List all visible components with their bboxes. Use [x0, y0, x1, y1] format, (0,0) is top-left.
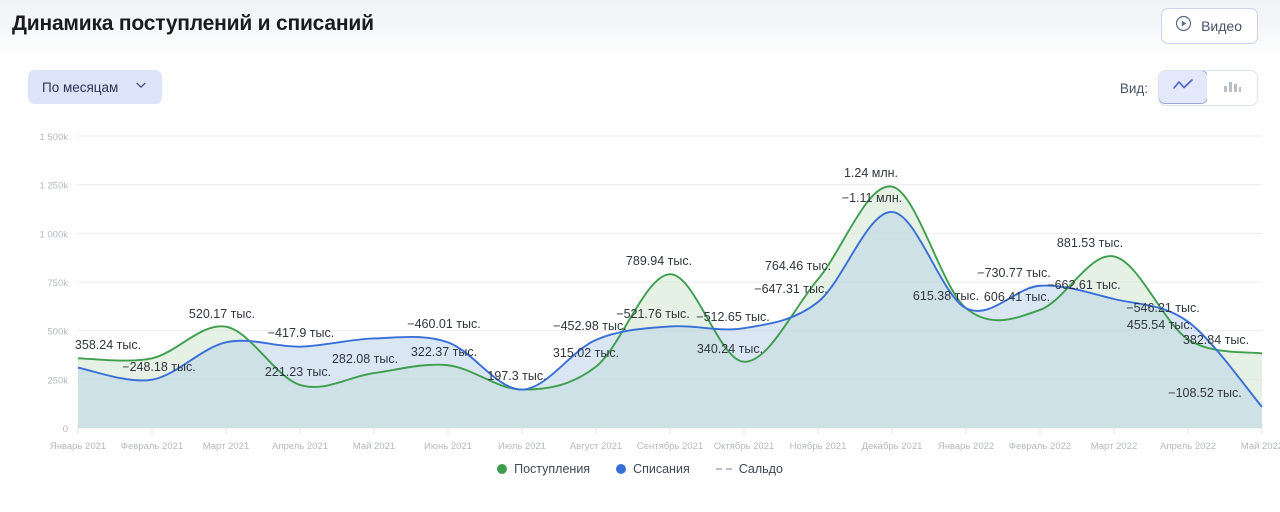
line-chart-icon [1172, 77, 1194, 98]
y-axis-tick-label: 750k [47, 278, 68, 289]
series-line-income [77, 185, 1263, 391]
legend-marker-saldo [715, 468, 732, 470]
data-point-label: 455.54 тыс. [1127, 318, 1193, 332]
view-switcher-label: Вид: [1119, 80, 1148, 96]
legend-label-income: Поступления [514, 462, 591, 476]
data-point-label: −417.9 тыс. [268, 326, 335, 340]
legend-marker-expense [616, 464, 627, 474]
legend-label-expense: Списания [633, 462, 690, 476]
view-segmented-control [1158, 70, 1258, 106]
data-point-label: −730.77 тыс. [977, 266, 1050, 280]
page-title: Динамика поступлений и списаний [12, 12, 374, 35]
data-point-label: −546.21 тыс. [1126, 301, 1199, 315]
data-point-label: 764.46 тыс. [765, 259, 831, 273]
y-axis-tick-label: 0 [63, 424, 68, 435]
chart: 0 250k 500k 750k 1 000k 1 250k 1 500k Январь 20… [0, 118, 1280, 468]
data-point-label: 322.37 тыс. [411, 345, 477, 359]
data-point-label: −1.11 млн. [842, 191, 902, 205]
data-point-label: 358.24 тыс. [75, 338, 141, 352]
legend-item-saldo[interactable]: Сальдо [715, 462, 783, 476]
data-point-label: 382.84 тыс. [1183, 333, 1249, 347]
x-axis-tick-label: Апрель 2022 [1160, 441, 1216, 452]
chart-legend: Поступления Списания Сальдо [0, 462, 1280, 476]
x-axis-tick-label: Январь 2022 [938, 441, 994, 452]
data-point-label: 315.02 тыс. [553, 346, 619, 360]
data-point-label: 340.24 тыс. [697, 342, 763, 356]
x-axis-tick-label: Апрель 2021 [272, 441, 328, 452]
data-point-label: 615.38 тыс. [913, 289, 979, 303]
y-axis-tick-label: 1 000k [39, 229, 68, 240]
view-option-bar[interactable] [1207, 71, 1257, 105]
x-axis-tick-label: Октябрь 2021 [714, 441, 775, 452]
data-point-label: −662.61 тыс. [1047, 278, 1120, 292]
x-axis-tick-label: Январь 2021 [50, 441, 106, 452]
view-switcher: Вид: [1120, 70, 1258, 106]
data-point-label: 881.53 тыс. [1057, 236, 1123, 250]
chevron-down-icon [134, 78, 148, 97]
legend-item-expense[interactable]: Списания [616, 462, 690, 476]
data-point-label: −512.65 тыс. [696, 310, 769, 324]
video-button-label: Видео [1201, 18, 1242, 34]
y-axis-tick-label: 250k [47, 375, 68, 386]
x-axis-tick-label: Март 2021 [203, 441, 250, 452]
data-point-label: 789.94 тыс. [626, 254, 692, 268]
chart-svg: 0 250k 500k 750k 1 000k 1 250k 1 500k Январь 20… [39, 132, 1280, 452]
data-point-label: 606.41 тыс. [984, 290, 1050, 304]
series-line-expense [77, 210, 1263, 408]
video-button[interactable]: Видео [1161, 8, 1258, 44]
x-axis-tick-label: Июль 2021 [498, 441, 546, 452]
data-point-label: −647.31 тыс. [754, 282, 827, 296]
data-point-label: −248.18 тыс. [122, 360, 195, 374]
data-point-label: −108.52 тыс. [1168, 386, 1241, 400]
data-point-label: 520.17 тыс. [189, 307, 255, 321]
legend-item-income[interactable]: Поступления [497, 462, 590, 476]
y-axis-tick-label: 500k [47, 327, 68, 338]
x-axis-tick-label: Март 2022 [1091, 441, 1138, 452]
period-dropdown-label: По месяцам [42, 79, 119, 95]
x-axis-tick-label: Декабрь 2021 [862, 441, 923, 452]
x-axis-tick-label: Февраль 2021 [121, 441, 183, 452]
x-axis-tick-label: Май 2021 [353, 441, 395, 452]
x-axis-tick-label: Август 2021 [570, 441, 622, 452]
x-axis-tick-label: Февраль 2022 [1009, 441, 1071, 452]
x-axis-tick-label: Май 2022 [1241, 441, 1280, 452]
y-axis-tick-label: 1 250k [39, 181, 68, 192]
bar-chart-icon [1221, 78, 1243, 99]
play-circle-icon [1175, 15, 1192, 37]
legend-marker-income [497, 464, 508, 474]
view-option-line[interactable] [1159, 71, 1208, 104]
x-axis-tick-label: Ноябрь 2021 [790, 441, 847, 452]
legend-label-saldo: Сальдо [738, 462, 783, 476]
x-axis-tick-label: Сентябрь 2021 [637, 441, 703, 452]
data-point-label: −521.76 тыс. [616, 307, 689, 321]
data-point-label: 197.3 тыс. [487, 369, 546, 383]
data-point-label: −452.98 тыс. [553, 319, 626, 333]
data-point-label: 221.23 тыс. [265, 365, 331, 379]
x-axis-tick-label: Июнь 2021 [424, 441, 472, 452]
data-point-label: 1.24 млн. [844, 166, 898, 180]
period-dropdown[interactable]: По месяцам [28, 70, 163, 104]
data-point-label: −460.01 тыс. [407, 317, 480, 331]
y-axis-tick-label: 1 500k [39, 132, 68, 143]
data-point-label: 282.08 тыс. [332, 352, 398, 366]
header-background [0, 0, 1280, 58]
header: Динамика поступлений и списаний Видео [0, 0, 1280, 58]
